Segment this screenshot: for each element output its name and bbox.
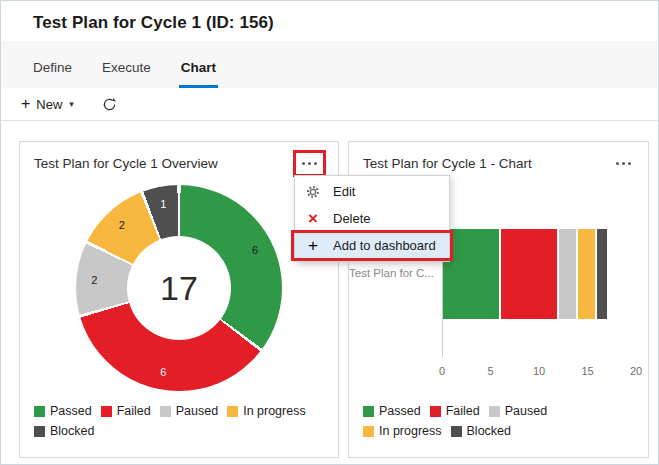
overview-widget: Test Plan for Cycle 1 Overview 17 66221 … <box>19 141 339 458</box>
legend-label: Failed <box>446 401 480 421</box>
legend-label: Blocked <box>50 421 94 441</box>
legend-swatch <box>451 426 462 437</box>
delete-x-icon: × <box>305 210 321 227</box>
new-button[interactable]: + New ▾ <box>21 96 74 112</box>
legend-item[interactable]: In progress <box>363 421 442 441</box>
legend-swatch <box>489 406 500 417</box>
legend-item[interactable]: Passed <box>34 401 92 421</box>
chevron-down-icon: ▾ <box>69 99 74 109</box>
test-plan-page: Test Plan for Cycle 1 (ID: 156) Define E… <box>0 0 659 465</box>
x-axis-tick-label: 5 <box>487 365 493 377</box>
menu-item-label: Add to dashboard <box>333 238 436 253</box>
legend-swatch <box>34 406 45 417</box>
donut-total: 17 <box>76 185 282 391</box>
ellipsis-icon <box>616 162 619 165</box>
legend-label: Paused <box>505 401 547 421</box>
bar-segment-blocked[interactable] <box>597 229 607 319</box>
refresh-button[interactable] <box>102 97 117 112</box>
bar-segment-in-progress[interactable] <box>578 229 597 319</box>
page-title: Test Plan for Cycle 1 (ID: 156) <box>33 13 274 32</box>
stacked-bar[interactable] <box>443 229 636 319</box>
tab-strip: Define Execute Chart <box>1 41 658 88</box>
legend-swatch <box>160 406 171 417</box>
legend-label: In progress <box>243 401 306 421</box>
overview-widget-header: Test Plan for Cycle 1 Overview <box>20 142 338 177</box>
legend-item[interactable]: In progress <box>227 401 306 421</box>
legend-item[interactable]: Failed <box>101 401 151 421</box>
bar-plot-area <box>442 229 636 357</box>
overview-more-button[interactable] <box>293 150 326 177</box>
legend-item[interactable]: Blocked <box>451 421 511 441</box>
bar-plot: 05101520 <box>442 229 636 381</box>
donut-chart[interactable]: 17 66221 <box>76 185 282 391</box>
context-menu: Edit × Delete + Add to dashboard <box>294 175 450 262</box>
page-header: Test Plan for Cycle 1 (ID: 156) <box>1 1 658 41</box>
x-axis-ticks: 05101520 <box>442 365 636 381</box>
tab-define[interactable]: Define <box>33 60 72 88</box>
legend-label: Failed <box>117 401 151 421</box>
x-axis-tick-label: 20 <box>630 365 642 377</box>
plus-icon: + <box>305 237 321 254</box>
plus-icon: + <box>21 96 30 112</box>
legend-label: Passed <box>379 401 421 421</box>
chart-widget-title: Test Plan for Cycle 1 - Chart <box>363 154 532 171</box>
toolbar: + New ▾ <box>1 88 658 121</box>
legend-item[interactable]: Paused <box>489 401 547 421</box>
bar-segment-passed[interactable] <box>443 229 501 319</box>
legend-swatch <box>363 406 374 417</box>
donut-chart-wrap: 17 66221 <box>20 185 338 391</box>
bar-segment-paused[interactable] <box>559 229 578 319</box>
legend-swatch <box>227 406 238 417</box>
legend-item[interactable]: Paused <box>160 401 218 421</box>
x-axis-tick-label: 10 <box>533 365 545 377</box>
menu-item-label: Delete <box>333 211 371 226</box>
menu-item-edit[interactable]: Edit <box>295 178 449 205</box>
legend-label: Blocked <box>467 421 511 441</box>
legend-swatch <box>34 426 45 437</box>
tab-execute[interactable]: Execute <box>102 60 151 88</box>
legend-item[interactable]: Failed <box>430 401 480 421</box>
overview-widget-title: Test Plan for Cycle 1 Overview <box>34 154 218 171</box>
x-axis-tick-label: 15 <box>581 365 593 377</box>
bar-category-label: Test Plan for C... <box>349 267 442 381</box>
overview-legend: Passed Failed Paused In progress Blocked <box>34 401 330 441</box>
gear-icon <box>305 185 321 199</box>
menu-item-delete[interactable]: × Delete <box>295 205 449 232</box>
new-button-label: New <box>36 97 62 112</box>
legend-swatch <box>363 426 374 437</box>
legend-swatch <box>430 406 441 417</box>
menu-item-label: Edit <box>333 184 355 199</box>
chart-more-button[interactable] <box>611 154 636 173</box>
legend-item[interactable]: Passed <box>363 401 421 421</box>
legend-swatch <box>101 406 112 417</box>
chart-widget-header: Test Plan for Cycle 1 - Chart <box>349 142 648 173</box>
chart-legend: Passed Failed Paused In progress Blocked <box>363 401 640 441</box>
legend-label: Passed <box>50 401 92 421</box>
legend-label: In progress <box>379 421 442 441</box>
x-axis-tick-label: 0 <box>439 365 445 377</box>
bar-segment-failed[interactable] <box>501 229 559 319</box>
tab-chart[interactable]: Chart <box>181 60 216 88</box>
legend-item[interactable]: Blocked <box>34 421 94 441</box>
charts-area: Test Plan for Cycle 1 Overview 17 66221 … <box>1 121 658 458</box>
menu-item-add-to-dashboard[interactable]: + Add to dashboard <box>295 232 449 259</box>
ellipsis-icon <box>302 162 305 165</box>
legend-label: Paused <box>176 401 218 421</box>
refresh-icon <box>102 97 117 112</box>
